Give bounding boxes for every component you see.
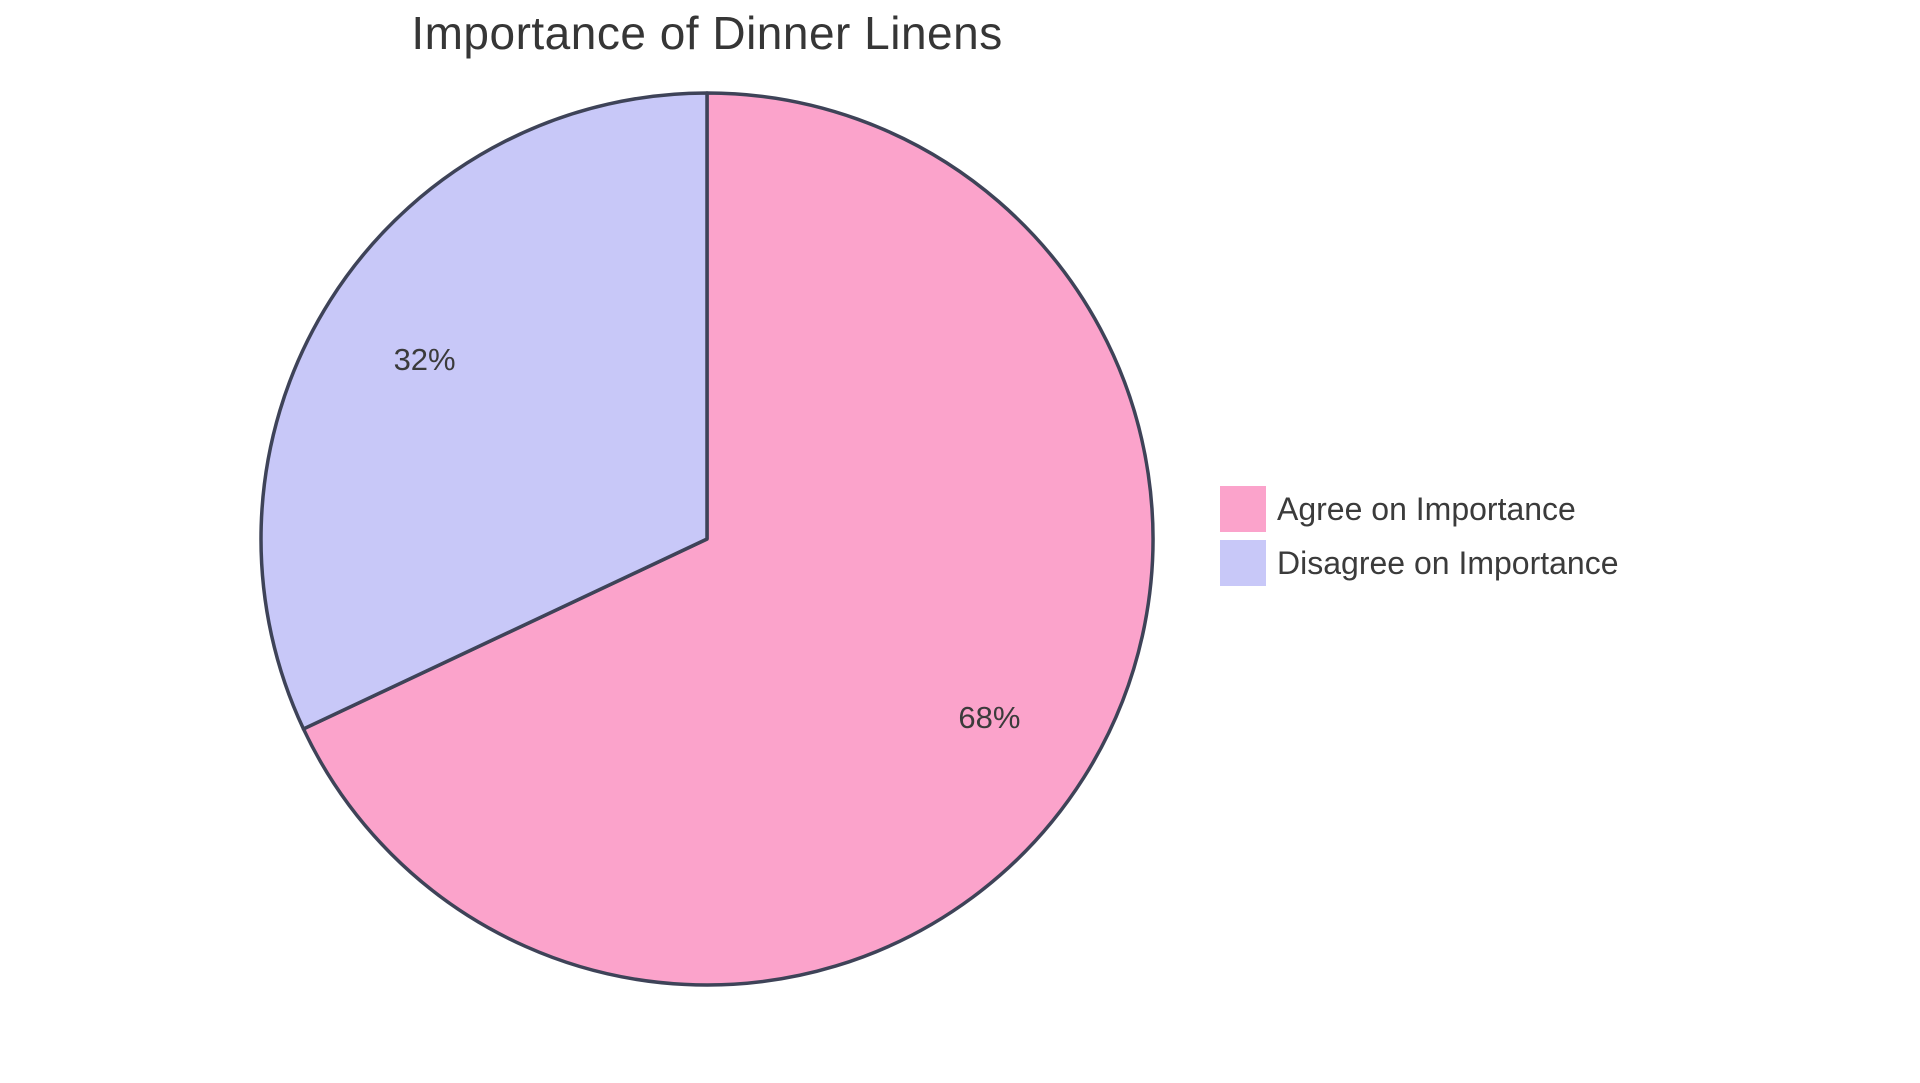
pie-chart: 68% 32% xyxy=(259,91,1155,987)
legend: Agree on Importance Disagree on Importan… xyxy=(1220,486,1619,586)
legend-swatch-disagree xyxy=(1220,540,1266,586)
legend-swatch-agree xyxy=(1220,486,1266,532)
chart-title: Importance of Dinner Linens xyxy=(411,7,1003,59)
slice-percent-label-0: 68% xyxy=(958,700,1020,735)
pie-slice-0 xyxy=(301,91,1155,987)
legend-label-disagree: Disagree on Importance xyxy=(1277,544,1619,581)
slice-percent-label-1: 32% xyxy=(394,342,456,377)
legend-label-agree: Agree on Importance xyxy=(1277,490,1576,527)
legend-item-disagree: Disagree on Importance xyxy=(1220,540,1619,586)
legend-item-agree: Agree on Importance xyxy=(1220,486,1619,532)
pie-slice-1 xyxy=(259,91,709,731)
